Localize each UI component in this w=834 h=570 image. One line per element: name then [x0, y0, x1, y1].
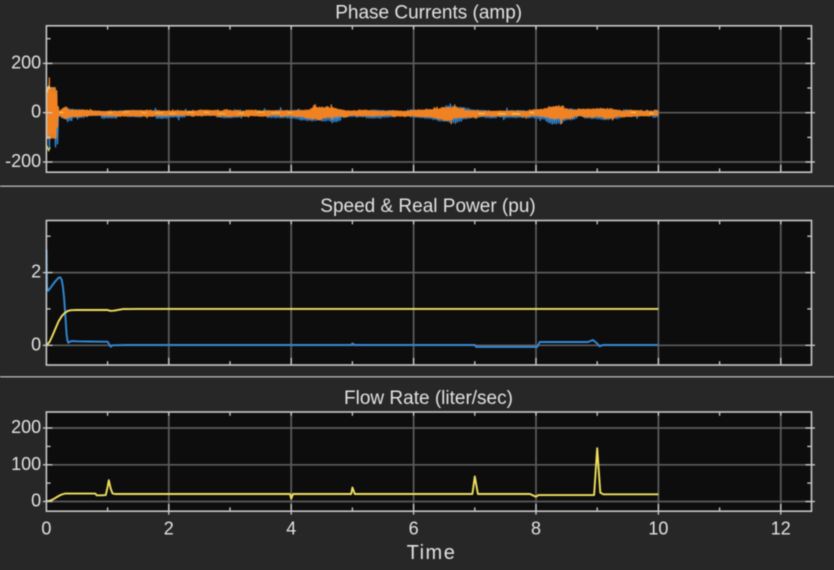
svg-text:2: 2 [31, 262, 41, 282]
svg-text:Phase Currents (amp): Phase Currents (amp) [335, 2, 522, 23]
svg-text:200: 200 [11, 52, 41, 72]
svg-text:Speed & Real Power (pu): Speed & Real Power (pu) [320, 196, 535, 217]
svg-text:-200: -200 [5, 151, 41, 171]
svg-text:Flow Rate (liter/sec): Flow Rate (liter/sec) [344, 388, 513, 409]
svg-text:10: 10 [648, 518, 668, 538]
svg-text:2: 2 [164, 518, 174, 538]
svg-text:0: 0 [41, 518, 51, 538]
svg-text:4: 4 [286, 518, 296, 538]
svg-text:0: 0 [31, 491, 41, 511]
svg-text:0: 0 [31, 334, 41, 354]
svg-text:200: 200 [11, 417, 41, 437]
svg-text:100: 100 [11, 454, 41, 474]
svg-text:6: 6 [409, 518, 419, 538]
svg-text:12: 12 [771, 518, 791, 538]
svg-text:8: 8 [531, 518, 541, 538]
svg-text:0: 0 [31, 102, 41, 122]
svg-text:Time: Time [407, 542, 457, 564]
